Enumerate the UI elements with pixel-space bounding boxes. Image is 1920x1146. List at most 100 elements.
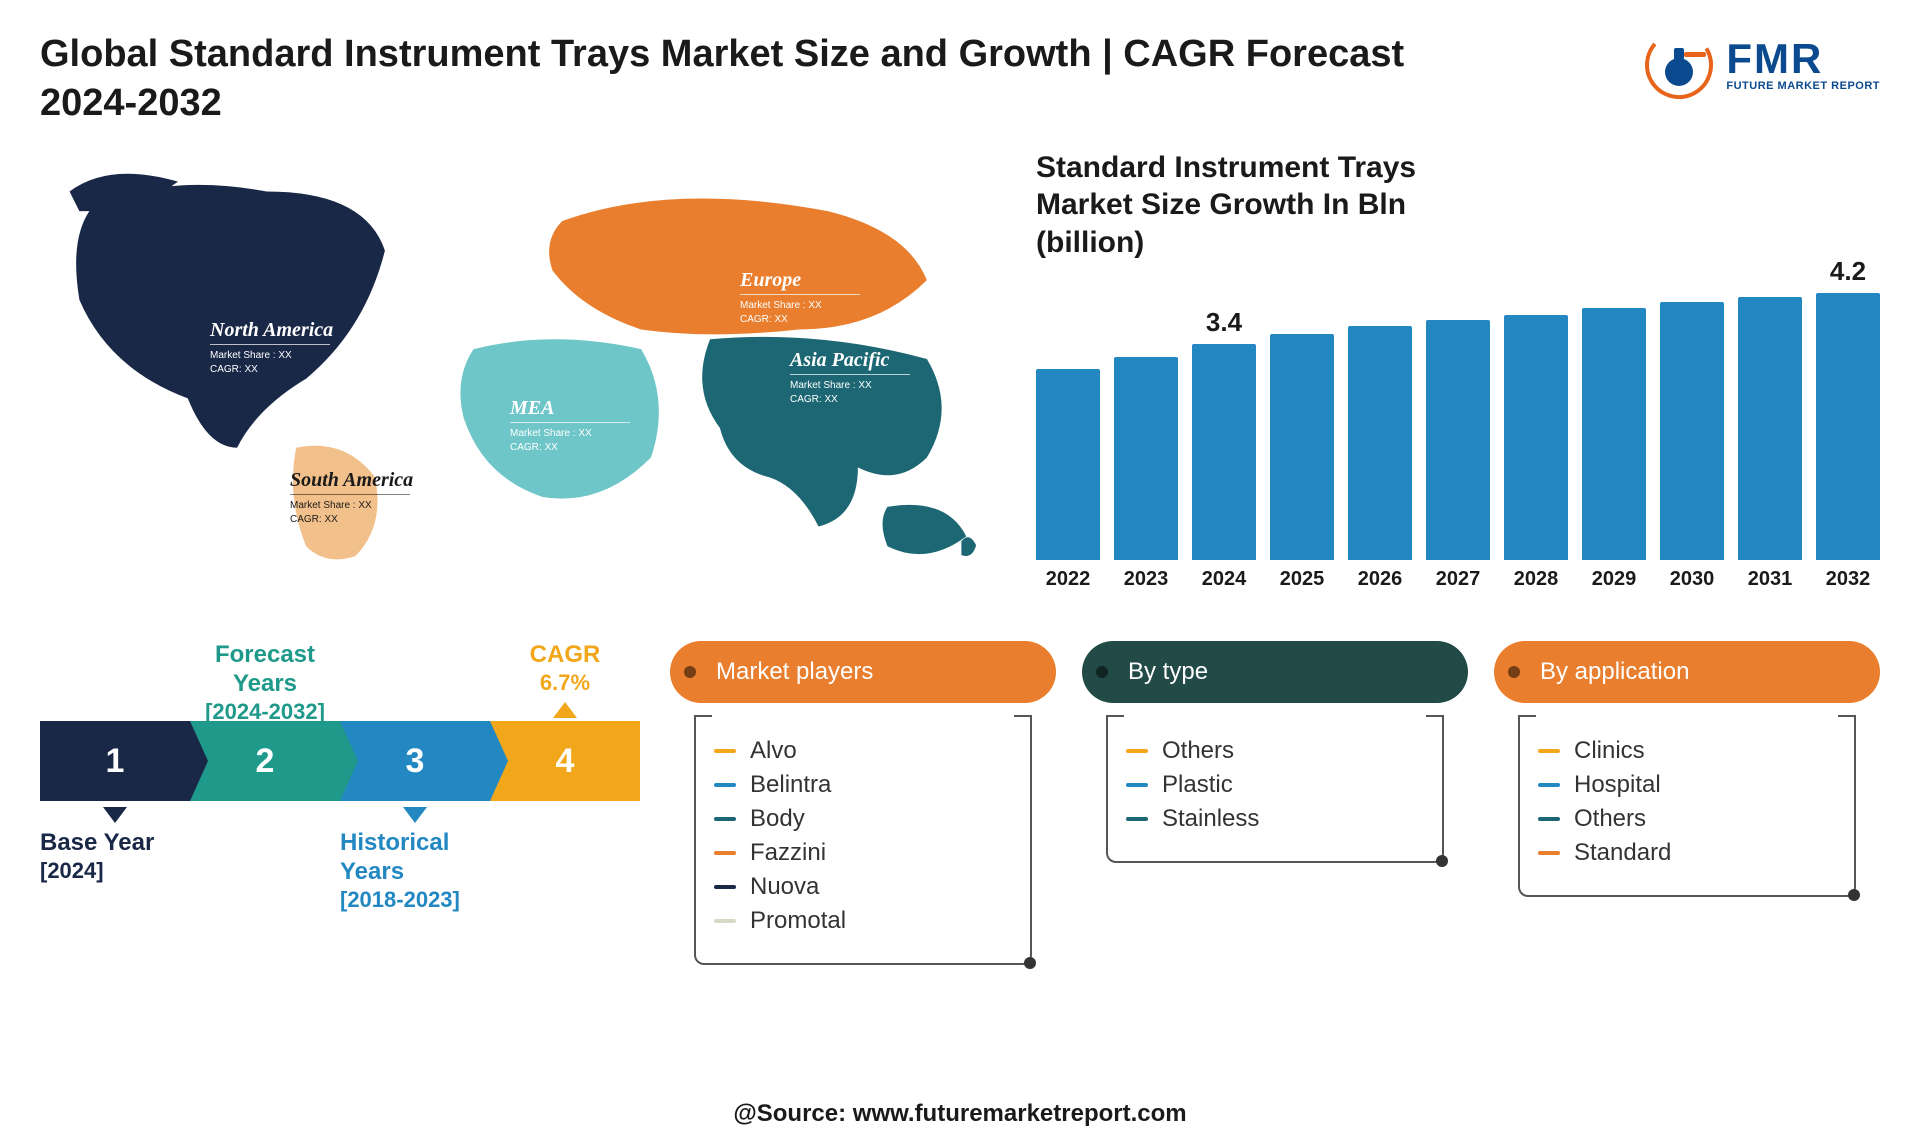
bar [1582, 308, 1646, 560]
tick-icon [1126, 817, 1148, 821]
chevron-right-icon [190, 721, 208, 801]
region-na [70, 174, 385, 448]
region-share: Market Share : XX [790, 379, 910, 393]
tick-icon [1538, 749, 1560, 753]
region-label-eu: Europe Market Share : XXCAGR: XX [740, 269, 860, 327]
tick-icon [1538, 783, 1560, 787]
tick-icon [714, 749, 736, 753]
list-item-label: Others [1162, 737, 1234, 765]
bar-chart: Standard Instrument Trays Market Size Gr… [1016, 149, 1880, 592]
tick-icon [1126, 749, 1148, 753]
logo-text: FMR FUTURE MARKET REPORT [1726, 38, 1880, 92]
list-item: Nuova [714, 873, 1012, 901]
region-cagr: CAGR: XX [790, 393, 910, 407]
list-item: Standard [1538, 839, 1836, 867]
bar-col: 2025 [1270, 334, 1334, 591]
timeline-segment: 4 [490, 721, 640, 801]
bar-year-label: 2030 [1670, 568, 1715, 591]
logo-sub: FUTURE MARKET REPORT [1726, 80, 1880, 92]
logo-icon [1644, 30, 1714, 100]
timeline-segment: 1 [40, 721, 190, 801]
bar-col: 4.22032 [1816, 256, 1880, 591]
list-item: Plastic [1126, 771, 1424, 799]
timeline-bottom-col: Base Year[2024] [40, 807, 190, 913]
pill-header: Market players [670, 641, 1056, 703]
pill-column: By applicationClinicsHospitalOthersStand… [1494, 641, 1880, 965]
timeline-bottom-col [190, 807, 340, 913]
list-item-label: Plastic [1162, 771, 1233, 799]
region-label-sa: South America Market Share : XXCAGR: XX [290, 469, 413, 527]
dot-icon [1508, 666, 1520, 678]
list-item-label: Others [1574, 805, 1646, 833]
bar [1192, 344, 1256, 560]
pill-title: By type [1128, 658, 1208, 686]
region-underline [290, 494, 410, 495]
bar-value: 4.2 [1830, 256, 1866, 287]
list-item-label: Body [750, 805, 805, 833]
chevron-right-icon [490, 721, 508, 801]
source-text: @Source: www.futuremarketreport.com [733, 1100, 1186, 1128]
bar-col: 2029 [1582, 308, 1646, 591]
list-item: Promotal [714, 907, 1012, 935]
region-name: MEA [510, 397, 630, 420]
region-share: Market Share : XX [290, 499, 413, 513]
list-item: Belintra [714, 771, 1012, 799]
dot-icon [684, 666, 696, 678]
world-map: North AmericaMarket Share : XXCAGR: XXSo… [40, 149, 986, 569]
pill-section: Market players Alvo Belintra Body Fazzini Nuo… [670, 641, 1880, 965]
region-name: Europe [740, 269, 860, 292]
list-item-label: Fazzini [750, 839, 826, 867]
pill-column: By typeOthersPlasticStainless [1082, 641, 1468, 965]
region-cagr: CAGR: XX [290, 513, 413, 527]
tick-icon [714, 783, 736, 787]
bar-col: 2022 [1036, 369, 1100, 591]
region-underline [740, 294, 860, 295]
bar [1270, 334, 1334, 560]
end-dot-icon [1024, 957, 1036, 969]
pill-column: Market players Alvo Belintra Body Fazzini Nuo… [670, 641, 1056, 965]
region-eu [549, 198, 927, 334]
region-label-mea: MEAMarket Share : XXCAGR: XX [510, 397, 630, 455]
timeline-bottom-col: Historical Years[2018-2023] [340, 807, 490, 913]
bar-year-label: 2026 [1358, 568, 1403, 591]
region-name: Asia Pacific [790, 349, 910, 372]
dot-icon [1096, 666, 1108, 678]
region-name: South America [290, 469, 413, 492]
tick-icon [1538, 851, 1560, 855]
bar-year-label: 2025 [1280, 568, 1325, 591]
bar [1348, 326, 1412, 560]
bar-year-label: 2031 [1748, 568, 1793, 591]
chart-title: Standard Instrument Trays Market Size Gr… [1036, 149, 1496, 262]
bar-year-label: 2028 [1514, 568, 1559, 591]
bar [1114, 357, 1178, 561]
list-item-label: Nuova [750, 873, 819, 901]
bars-wrap: 202220233.420242025202620272028202920302… [1036, 271, 1880, 591]
end-dot-icon [1848, 889, 1860, 901]
timeline-label: Base Year[2024] [40, 829, 190, 884]
list-item: Fazzini [714, 839, 1012, 867]
region-share: Market Share : XX [210, 349, 333, 363]
list-item: Alvo [714, 737, 1012, 765]
timeline-label: Historical Years[2018-2023] [340, 829, 490, 913]
top-row: North AmericaMarket Share : XXCAGR: XXSo… [40, 149, 1880, 592]
region-label-ap: Asia Pacific Market Share : XXCAGR: XX [790, 349, 910, 407]
list-item-label: Clinics [1574, 737, 1645, 765]
header: Global Standard Instrument Trays Market … [40, 30, 1880, 129]
bar [1036, 369, 1100, 560]
bar-col: 2031 [1738, 297, 1802, 591]
region-underline [510, 422, 630, 423]
bar-col: 2027 [1426, 320, 1490, 592]
timeline: Forecast Years[2024-2032]CAGR6.7% 1234 B… [40, 641, 640, 913]
bar [1660, 302, 1724, 560]
pill-bracket: ClinicsHospitalOthersStandard [1518, 717, 1856, 897]
region-share: Market Share : XX [740, 299, 860, 313]
pill-bracket: Alvo Belintra Body Fazzini Nuova Promotal [694, 717, 1032, 965]
list-item: Body [714, 805, 1012, 833]
timeline-bottom-labels: Base Year[2024] Historical Years[2018-202… [40, 807, 640, 913]
list-item-label: Belintra [750, 771, 831, 799]
timeline-bar: 1234 [40, 721, 640, 801]
bar-col: 2028 [1504, 315, 1568, 592]
pill-header: By application [1494, 641, 1880, 703]
region-cagr: CAGR: XX [740, 313, 860, 327]
page-title: Global Standard Instrument Trays Market … [40, 30, 1440, 129]
